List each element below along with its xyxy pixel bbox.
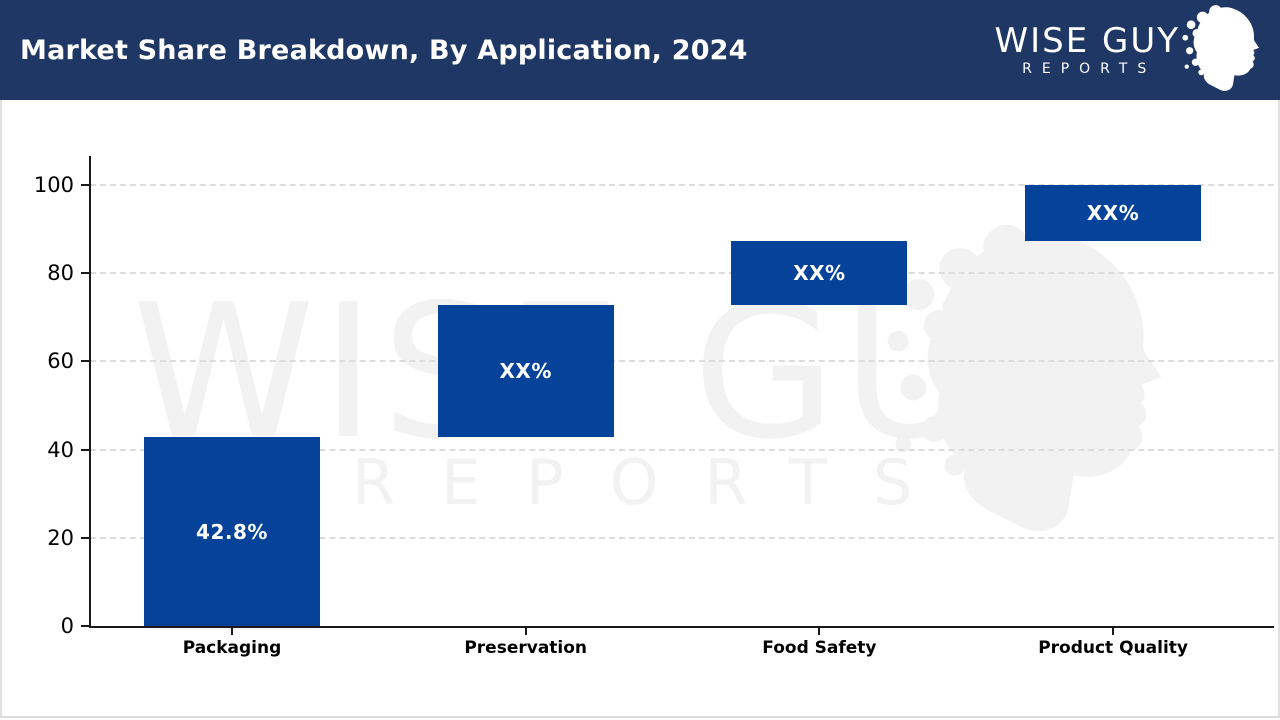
y-gridline (90, 184, 1274, 186)
y-gridline (90, 536, 1274, 539)
brand-logo-text: WISE GUY REPORTS (994, 24, 1180, 77)
bar-value-label: 42.8% (196, 519, 268, 544)
dotted-head-icon (1182, 5, 1260, 91)
y-tick-mark (81, 625, 90, 627)
x-tick-mark (818, 628, 821, 635)
bar: XX% (1025, 185, 1202, 242)
y-tick-label: 20 (47, 525, 74, 550)
bar: XX% (731, 241, 908, 305)
brand-logo: WISE GUY REPORTS (994, 3, 1280, 97)
logo-wordmark: WISE GUY (994, 20, 1180, 61)
logo-subtitle: REPORTS (1022, 60, 1157, 77)
x-tick-mark (231, 628, 233, 635)
y-axis-line (89, 156, 91, 628)
bar-value-label: XX% (1086, 201, 1140, 226)
x-axis-line (89, 626, 1274, 628)
bar-value-label: XX% (499, 359, 552, 384)
category-label: Product Quality (1038, 638, 1188, 658)
y-tick-label: 60 (47, 349, 74, 374)
chart-title: Market Share Breakdown, By Application, … (20, 34, 748, 66)
y-tick-label: 80 (47, 261, 74, 286)
y-tick-mark (81, 184, 90, 186)
y-tick-mark (81, 448, 90, 451)
category-label: Preservation (464, 638, 588, 658)
chart-area: WISE GUY REPORTS 0 20 40 60 80 100 42.8% Packag… (0, 100, 1280, 718)
y-tick-mark (81, 272, 90, 275)
y-tick-label: 100 (33, 173, 74, 197)
bar: XX% (437, 304, 614, 438)
y-gridline (90, 272, 1274, 275)
bar: 42.8% (144, 437, 320, 626)
x-tick-mark (524, 628, 527, 635)
y-tick-label: 40 (47, 437, 74, 462)
y-tick-label: 0 (60, 614, 74, 638)
y-gridline (90, 448, 1274, 451)
category-label: Packaging (182, 638, 282, 658)
x-tick-mark (1112, 628, 1115, 635)
header-bar: Market Share Breakdown, By Application, … (0, 0, 1280, 100)
y-tick-mark (81, 360, 90, 363)
y-gridline (90, 360, 1274, 363)
plot-region: 0 20 40 60 80 100 42.8% Packaging XX% Preservatio… (2, 100, 1278, 716)
bar-value-label: XX% (793, 261, 846, 286)
category-label: Food Safety (762, 638, 877, 658)
y-tick-mark (81, 536, 90, 539)
